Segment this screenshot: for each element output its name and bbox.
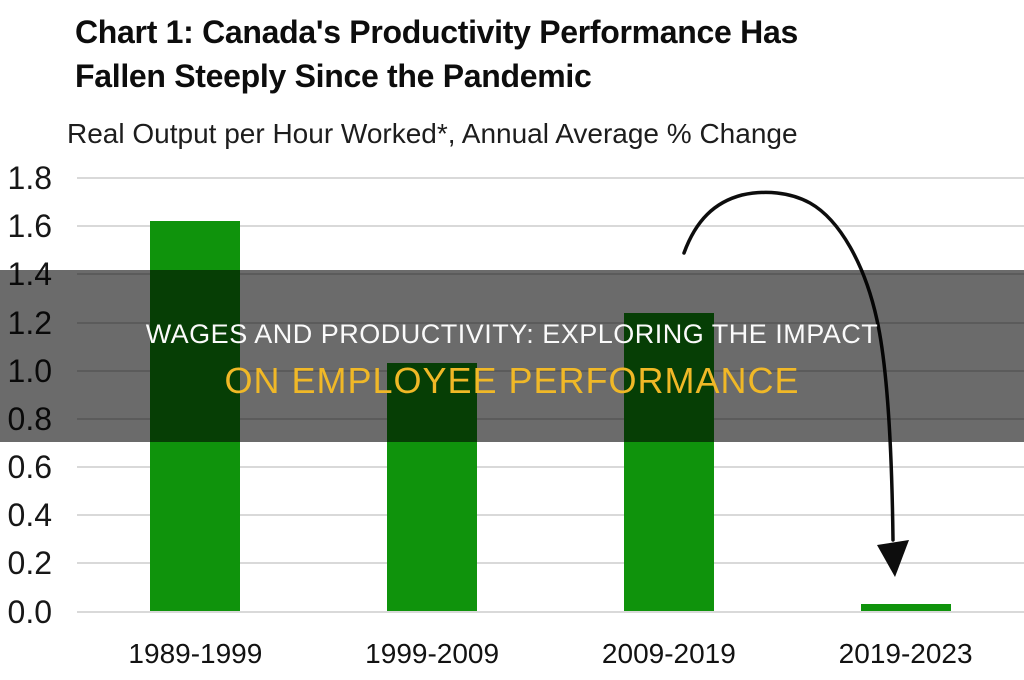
chart-subtitle: Real Output per Hour Worked*, Annual Ave… bbox=[67, 118, 798, 149]
bar-2019-2023 bbox=[860, 604, 951, 612]
gridline bbox=[77, 466, 1024, 468]
x-axis-label-2009-2019: 2009-2019 bbox=[601, 638, 736, 669]
overlay-banner: WAGES AND PRODUCTIVITY: EXPLORING THE IM… bbox=[0, 270, 1024, 442]
x-axis-label-1999-2009: 1999-2009 bbox=[365, 638, 500, 669]
y-axis-tick-label: 1.6 bbox=[7, 208, 52, 245]
gridline bbox=[77, 225, 1024, 228]
chart-title-line-1: Chart 1: Canada's Productivity Performan… bbox=[75, 14, 798, 50]
gridline bbox=[77, 562, 1024, 565]
gridline bbox=[77, 514, 1024, 517]
y-axis-tick-label: 0.0 bbox=[7, 593, 52, 630]
banner-headline-top: WAGES AND PRODUCTIVITY: EXPLORING THE IM… bbox=[145, 319, 879, 349]
chart-title: Chart 1: Canada's Productivity Performan… bbox=[75, 10, 798, 98]
y-axis-tick-label: 0.6 bbox=[7, 449, 52, 485]
banner-headline-bottom: ON EMPLOYEE PERFORMANCE bbox=[224, 360, 800, 401]
y-axis-tick-label: 0.2 bbox=[7, 545, 52, 582]
chart-title-line-2: Fallen Steeply Since the Pandemic bbox=[75, 58, 592, 94]
y-axis-tick-label: 0.4 bbox=[7, 497, 52, 534]
gridline bbox=[77, 610, 1024, 613]
gridline bbox=[77, 177, 1024, 179]
x-axis-label-1989-1999: 1989-1999 bbox=[128, 638, 263, 669]
x-axis-label-2019-2023: 2019-2023 bbox=[838, 638, 973, 669]
y-axis-tick-label: 1.8 bbox=[7, 160, 52, 196]
